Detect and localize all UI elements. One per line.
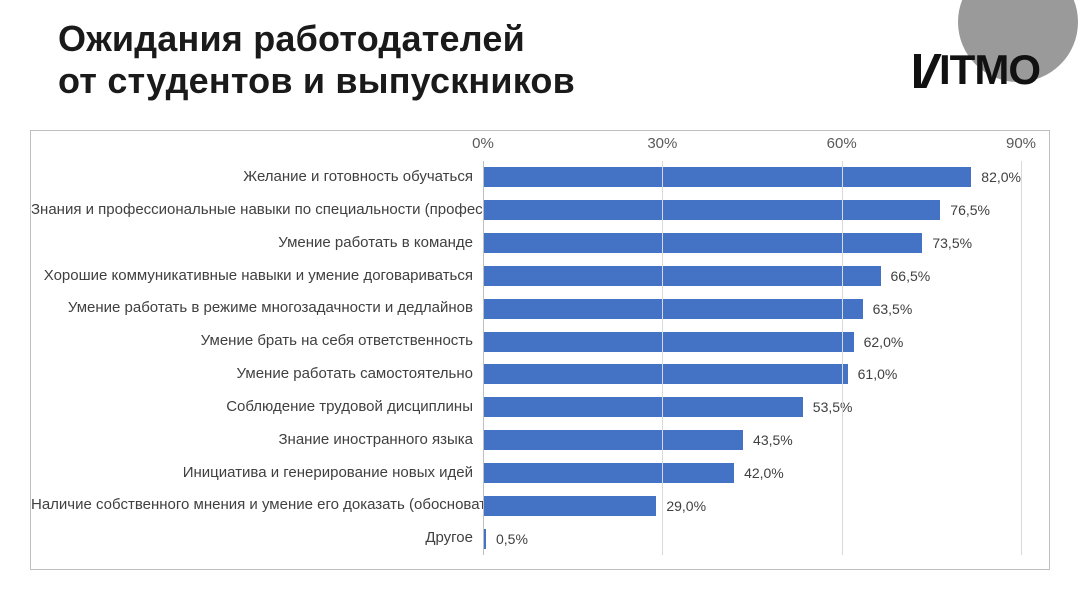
chart-bar-value: 0,5% — [496, 531, 528, 547]
chart-xtick: 30% — [647, 135, 677, 152]
chart-bar-value: 73,5% — [932, 235, 972, 251]
chart-bar-value: 82,0% — [981, 169, 1021, 185]
chart-xtick: 0% — [472, 135, 494, 152]
chart-bar-value: 43,5% — [753, 432, 793, 448]
title-line-1: Ожидания работодателей — [58, 18, 525, 59]
chart-bar-row: 66,5% — [483, 265, 1021, 287]
chart-gridline — [483, 161, 484, 555]
logo-text-label: ITMO — [939, 46, 1040, 93]
chart-gridline — [1021, 161, 1022, 555]
chart-bar-value: 29,0% — [666, 498, 706, 514]
chart-bar — [483, 397, 803, 417]
chart-bar-row: 76,5% — [483, 199, 1021, 221]
title-line-2: от студентов и выпускников — [58, 60, 575, 101]
chart-bar-value: 42,0% — [744, 465, 784, 481]
chart-bar-row: 62,0% — [483, 331, 1021, 353]
chart-bar-row: 73,5% — [483, 232, 1021, 254]
chart-category-label: Инициатива и генерирование новых идей — [31, 465, 483, 482]
chart-bar — [483, 496, 656, 516]
chart-category-label: Умение брать на себя ответственность — [31, 333, 483, 350]
chart-bar-value: 62,0% — [864, 334, 904, 350]
chart-category-label: Наличие собственного мнения и умение его… — [31, 497, 483, 514]
chart-category-label: Другое — [31, 530, 483, 547]
chart-gridline — [842, 161, 843, 555]
chart-category-label: Желание и готовность обучаться — [31, 169, 483, 186]
chart-bar-row: 29,0% — [483, 495, 1021, 517]
chart-bar-row: 43,5% — [483, 429, 1021, 451]
chart-bar — [483, 463, 734, 483]
chart-bar-row: 82,0% — [483, 166, 1021, 188]
chart-bar — [483, 200, 940, 220]
employer-expectations-chart: Желание и готовность обучаться Знания и п… — [30, 130, 1050, 570]
chart-bar — [483, 332, 854, 352]
page-title: Ожидания работодателей от студентов и вы… — [58, 18, 575, 103]
chart-xtick: 60% — [827, 135, 857, 152]
chart-bar-value: 53,5% — [813, 399, 853, 415]
chart-y-labels: Желание и готовность обучаться Знания и п… — [31, 161, 483, 555]
chart-category-label: Соблюдение трудовой дисциплины — [31, 399, 483, 416]
chart-bar — [483, 233, 922, 253]
chart-bar — [483, 299, 863, 319]
chart-xtick: 90% — [1006, 135, 1036, 152]
chart-bar-value: 66,5% — [891, 268, 931, 284]
chart-bar — [483, 430, 743, 450]
chart-bar-row: 0,5% — [483, 528, 1021, 550]
logo: ITMO — [860, 18, 1040, 108]
chart-category-label: Хорошие коммуникативные навыки и умение … — [31, 268, 483, 285]
chart-bar-row: 61,0% — [483, 363, 1021, 385]
chart-bar — [483, 364, 848, 384]
chart-bar-value: 63,5% — [873, 301, 913, 317]
chart-bar-value: 76,5% — [950, 202, 990, 218]
header: Ожидания работодателей от студентов и вы… — [58, 18, 1040, 108]
logo-text: ITMO — [914, 46, 1040, 94]
chart-plot-area: 82,0% 76,5% 73,5% 66,5% 63,5% 62,0% 61,0% 53,5%… — [483, 161, 1021, 555]
chart-bar — [483, 266, 881, 286]
chart-bar-row: 53,5% — [483, 396, 1021, 418]
chart-category-label: Умение работать в режиме многозадачности… — [31, 300, 483, 317]
chart-category-label: Знания и профессиональные навыки по спец… — [31, 202, 483, 219]
chart-bar-row: 42,0% — [483, 462, 1021, 484]
chart-bar-row: 63,5% — [483, 298, 1021, 320]
chart-category-label: Знание иностранного языка — [31, 432, 483, 449]
chart-category-label: Умение работать самостоятельно — [31, 366, 483, 383]
chart-category-label: Умение работать в команде — [31, 235, 483, 252]
chart-bar-value: 61,0% — [858, 366, 898, 382]
chart-bars: 82,0% 76,5% 73,5% 66,5% 63,5% 62,0% 61,0% 53,5%… — [483, 161, 1021, 555]
chart-bar — [483, 167, 971, 187]
chart-gridline — [662, 161, 663, 555]
